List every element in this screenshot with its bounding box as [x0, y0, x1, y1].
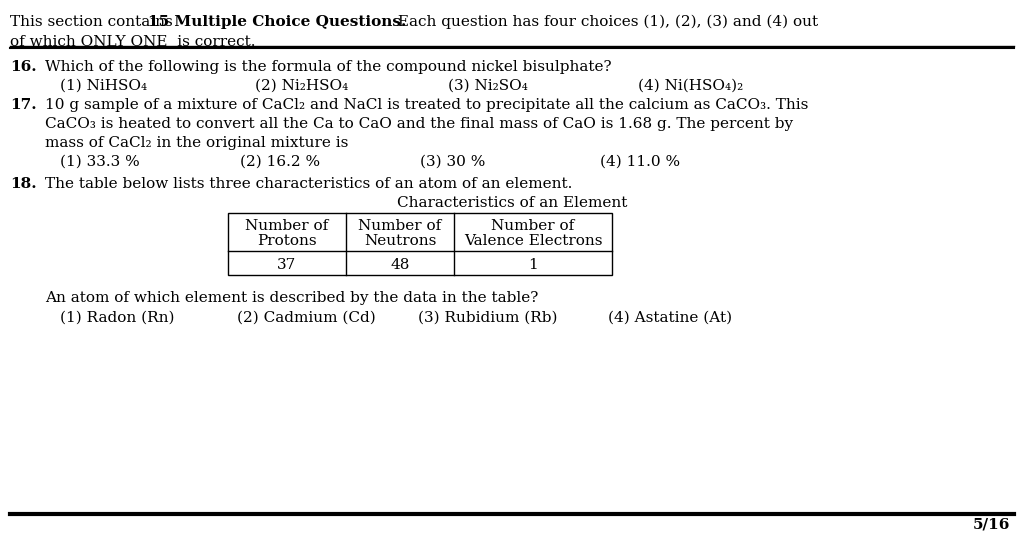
- Text: 5/16: 5/16: [973, 518, 1010, 532]
- Text: (2) 16.2 %: (2) 16.2 %: [240, 155, 321, 169]
- Text: The table below lists three characteristics of an atom of an element.: The table below lists three characterist…: [45, 177, 572, 191]
- Text: 15 Multiple Choice Questions.: 15 Multiple Choice Questions.: [148, 15, 407, 29]
- Text: (1) 33.3 %: (1) 33.3 %: [60, 155, 139, 169]
- Text: (4) Ni(HSO₄)₂: (4) Ni(HSO₄)₂: [638, 79, 743, 93]
- Text: 16.: 16.: [10, 60, 37, 74]
- Text: (1) Radon (Rn): (1) Radon (Rn): [60, 311, 174, 325]
- Text: Neutrons: Neutrons: [364, 234, 436, 248]
- Text: This section contains: This section contains: [10, 15, 177, 29]
- Text: Characteristics of an Element: Characteristics of an Element: [397, 196, 627, 210]
- Text: Each question has four choices (1), (2), (3) and (4) out: Each question has four choices (1), (2),…: [393, 15, 818, 29]
- Text: of which ONLY ONE  is correct.: of which ONLY ONE is correct.: [10, 35, 256, 49]
- Text: 1: 1: [528, 258, 538, 272]
- Text: mass of CaCl₂ in the original mixture is: mass of CaCl₂ in the original mixture is: [45, 136, 348, 150]
- Text: Valence Electrons: Valence Electrons: [464, 234, 602, 248]
- Text: (1) NiHSO₄: (1) NiHSO₄: [60, 79, 147, 93]
- Text: (4) 11.0 %: (4) 11.0 %: [600, 155, 680, 169]
- Text: (2) Ni₂HSO₄: (2) Ni₂HSO₄: [255, 79, 348, 93]
- Text: An atom of which element is described by the data in the table?: An atom of which element is described by…: [45, 291, 539, 305]
- Text: (2) Cadmium (Cd): (2) Cadmium (Cd): [237, 311, 376, 325]
- Text: 10 g sample of a mixture of CaCl₂ and NaCl is treated to precipitate all the cal: 10 g sample of a mixture of CaCl₂ and Na…: [45, 98, 808, 112]
- Text: 18.: 18.: [10, 177, 37, 191]
- Text: 17.: 17.: [10, 98, 37, 112]
- Text: (3) 30 %: (3) 30 %: [420, 155, 485, 169]
- Text: CaCO₃ is heated to convert all the Ca to CaO and the final mass of CaO is 1.68 g: CaCO₃ is heated to convert all the Ca to…: [45, 117, 794, 131]
- Text: (3) Ni₂SO₄: (3) Ni₂SO₄: [449, 79, 528, 93]
- Text: Number of: Number of: [246, 219, 329, 233]
- Text: Number of: Number of: [492, 219, 574, 233]
- Text: (3) Rubidium (Rb): (3) Rubidium (Rb): [418, 311, 557, 325]
- Bar: [228, 213, 612, 275]
- Text: Number of: Number of: [358, 219, 441, 233]
- Text: 48: 48: [390, 258, 410, 272]
- Text: Protons: Protons: [257, 234, 316, 248]
- Text: 37: 37: [278, 258, 297, 272]
- Text: Which of the following is the formula of the compound nickel bisulphate?: Which of the following is the formula of…: [45, 60, 611, 74]
- Text: (4) Astatine (At): (4) Astatine (At): [608, 311, 732, 325]
